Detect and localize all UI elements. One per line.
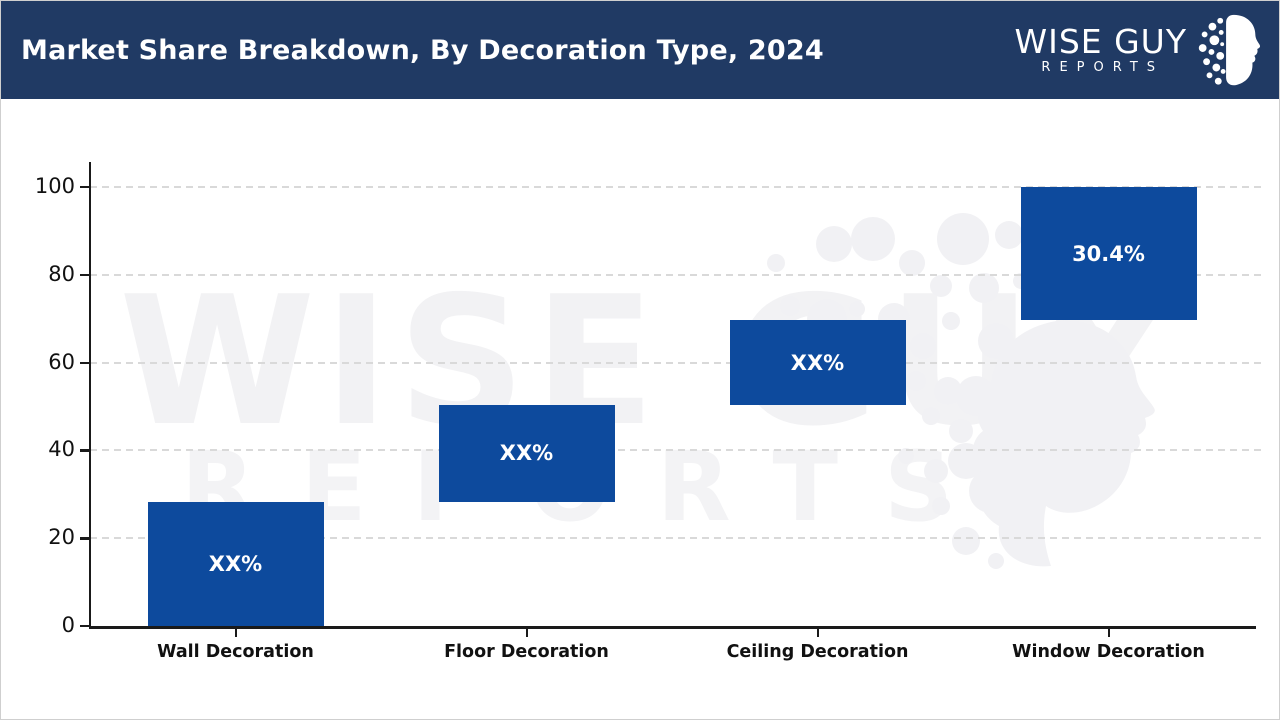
y-tick-label: 100: [34, 174, 75, 198]
y-tick-mark: [80, 361, 89, 364]
x-tick-mark: [816, 628, 819, 637]
brand-logo-text: WISE GUY REPORTS: [1014, 21, 1187, 76]
y-tick-mark: [80, 273, 89, 277]
bar-value-label: 30.4%: [1072, 241, 1145, 266]
gridline-60: [90, 361, 1266, 364]
y-tick-label: 0: [61, 613, 75, 637]
x-axis-line: [88, 626, 1256, 629]
brand-subname: REPORTS: [1041, 60, 1165, 76]
y-tick-mark: [80, 449, 89, 452]
chart: XX% XX% XX% 30.4% 0 20 40 60 80 100 Wall Decorati…: [1, 99, 1279, 719]
brand-face-icon: [1198, 14, 1261, 86]
header: Market Share Breakdown, By Decoration Ty…: [1, 1, 1279, 99]
bar-value-label: XX%: [208, 551, 263, 576]
y-tick-label: 20: [48, 525, 75, 550]
plot-area: XX% XX% XX% 30.4%: [90, 164, 1266, 626]
x-tick-mark: [525, 628, 528, 637]
page-title: Market Share Breakdown, By Decoration Ty…: [21, 34, 824, 66]
bar-window-decoration: 30.4%: [1020, 187, 1197, 321]
y-tick-mark: [80, 186, 89, 189]
x-category-label: Floor Decoration: [444, 642, 609, 662]
gridline-20: [90, 537, 1266, 540]
gridline-100: [90, 186, 1266, 188]
y-tick-mark: [80, 625, 89, 628]
brand-name: WISE GUY: [1014, 21, 1187, 61]
y-tick-label: 40: [48, 437, 75, 462]
bar-wall-decoration: XX%: [147, 501, 324, 626]
bar-floor-decoration: XX%: [438, 405, 615, 502]
x-tick-mark: [234, 628, 237, 637]
brand-logo: WISE GUY REPORTS: [1014, 7, 1265, 93]
bar-value-label: XX%: [499, 441, 554, 466]
bar-value-label: XX%: [790, 350, 845, 375]
y-axis-line: [88, 162, 91, 628]
gridline-80: [90, 273, 1266, 276]
x-category-label: Window Decoration: [1012, 642, 1205, 662]
x-category-label: Wall Decoration: [157, 642, 314, 662]
bar-ceiling-decoration: XX%: [729, 320, 906, 406]
x-category-label: Ceiling Decoration: [726, 642, 909, 662]
gridline-40: [90, 449, 1266, 452]
x-tick-mark: [1107, 628, 1110, 637]
y-tick-label: 60: [48, 349, 75, 374]
y-tick-mark: [80, 537, 89, 540]
y-tick-label: 80: [48, 261, 75, 286]
